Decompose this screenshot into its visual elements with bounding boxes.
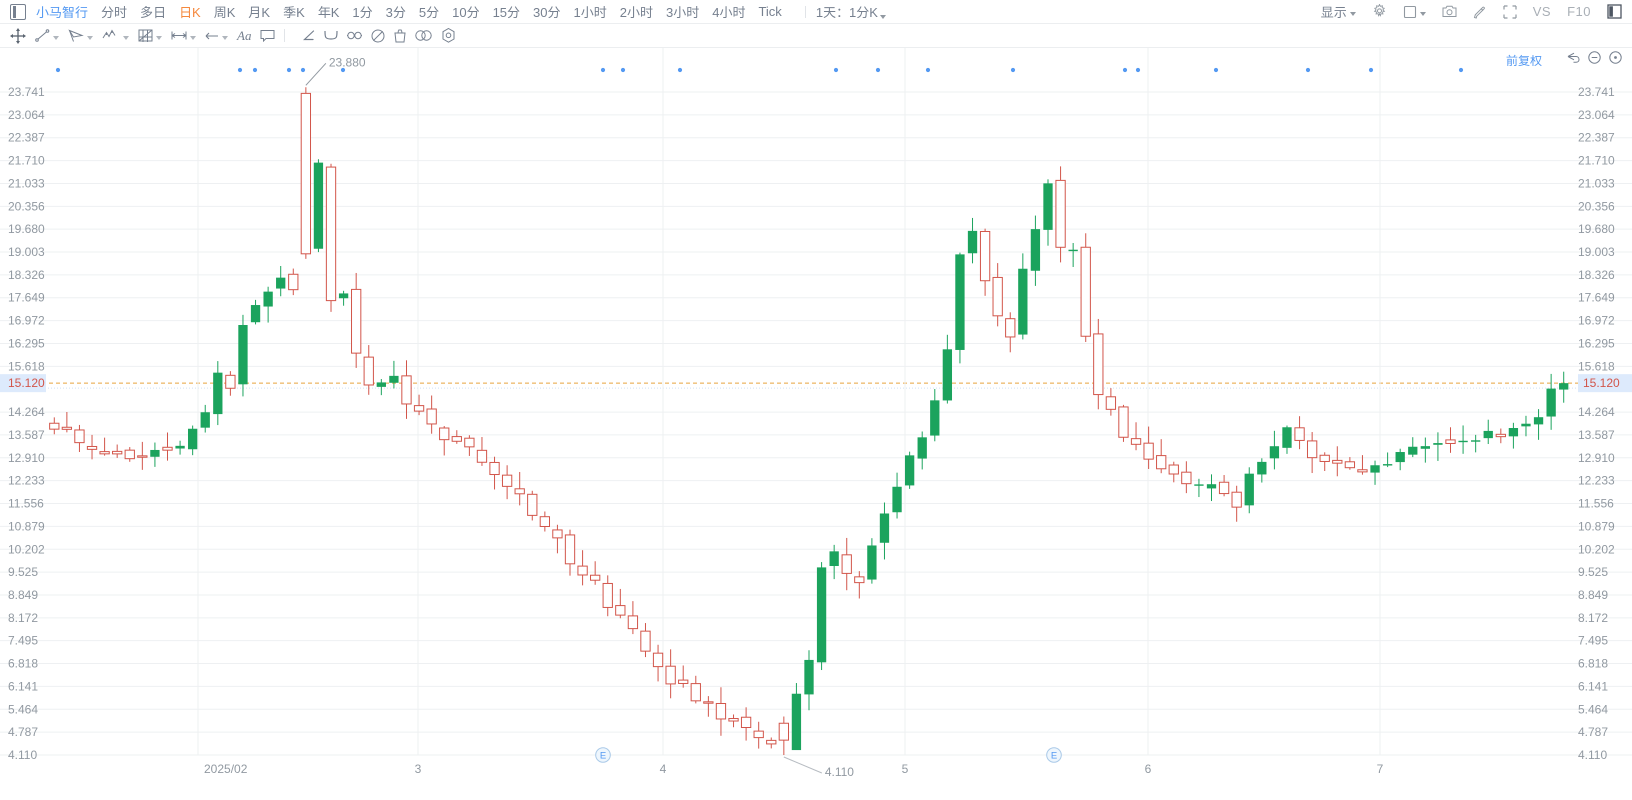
svg-text:6.818: 6.818 <box>1578 657 1608 671</box>
svg-text:8.849: 8.849 <box>1578 588 1608 602</box>
svg-text:19.680: 19.680 <box>8 222 45 236</box>
svg-text:10.879: 10.879 <box>8 519 45 533</box>
svg-text:13.587: 13.587 <box>8 428 45 442</box>
svg-text:17.649: 17.649 <box>8 291 45 305</box>
svg-text:21.033: 21.033 <box>8 176 45 190</box>
svg-text:5: 5 <box>902 762 909 776</box>
svg-text:22.387: 22.387 <box>8 131 45 145</box>
svg-text:6.818: 6.818 <box>8 657 38 671</box>
svg-text:19.003: 19.003 <box>1578 245 1615 259</box>
svg-text:9.525: 9.525 <box>8 565 38 579</box>
svg-text:10.202: 10.202 <box>8 542 45 556</box>
svg-text:14.264: 14.264 <box>8 405 45 419</box>
svg-text:E: E <box>600 751 606 762</box>
svg-text:12.233: 12.233 <box>8 474 45 488</box>
svg-text:4.110: 4.110 <box>8 748 37 762</box>
svg-text:5.464: 5.464 <box>1578 702 1608 716</box>
svg-text:8.172: 8.172 <box>8 611 38 625</box>
svg-text:16.295: 16.295 <box>1578 336 1615 350</box>
svg-text:4.110: 4.110 <box>825 765 854 779</box>
svg-text:6.141: 6.141 <box>1578 679 1608 693</box>
svg-text:5.464: 5.464 <box>8 702 38 716</box>
svg-text:12.233: 12.233 <box>1578 474 1615 488</box>
svg-text:15.618: 15.618 <box>8 359 45 373</box>
svg-text:13.587: 13.587 <box>1578 428 1615 442</box>
svg-text:22.387: 22.387 <box>1578 131 1615 145</box>
svg-text:23.064: 23.064 <box>1578 108 1615 122</box>
svg-text:4.787: 4.787 <box>8 725 38 739</box>
svg-text:15.120: 15.120 <box>8 376 45 390</box>
svg-text:11.556: 11.556 <box>1578 497 1614 511</box>
svg-text:8.849: 8.849 <box>8 588 38 602</box>
svg-text:4.110: 4.110 <box>1578 748 1607 762</box>
svg-text:18.326: 18.326 <box>1578 268 1615 282</box>
svg-text:9.525: 9.525 <box>1578 565 1608 579</box>
svg-text:14.264: 14.264 <box>1578 405 1615 419</box>
svg-text:7.495: 7.495 <box>8 634 38 648</box>
svg-text:12.910: 12.910 <box>8 451 45 465</box>
svg-text:21.710: 21.710 <box>1578 154 1615 168</box>
svg-text:E: E <box>1051 751 1057 762</box>
svg-text:6: 6 <box>1145 762 1152 776</box>
svg-text:10.202: 10.202 <box>1578 542 1615 556</box>
svg-text:16.972: 16.972 <box>8 314 45 328</box>
svg-text:20.356: 20.356 <box>8 199 45 213</box>
svg-text:15.120: 15.120 <box>1583 376 1620 390</box>
svg-text:23.741: 23.741 <box>1578 85 1615 99</box>
svg-text:7.495: 7.495 <box>1578 634 1608 648</box>
svg-text:21.033: 21.033 <box>1578 176 1615 190</box>
svg-text:16.295: 16.295 <box>8 336 45 350</box>
svg-text:11.556: 11.556 <box>8 497 44 511</box>
svg-text:10.879: 10.879 <box>1578 519 1615 533</box>
svg-text:23.880: 23.880 <box>329 55 366 69</box>
svg-text:19.003: 19.003 <box>8 245 45 259</box>
svg-text:18.326: 18.326 <box>8 268 45 282</box>
svg-text:21.710: 21.710 <box>8 154 45 168</box>
svg-text:3: 3 <box>415 762 422 776</box>
svg-text:17.649: 17.649 <box>1578 291 1615 305</box>
svg-text:4.787: 4.787 <box>1578 725 1608 739</box>
svg-text:12.910: 12.910 <box>1578 451 1615 465</box>
svg-text:20.356: 20.356 <box>1578 199 1615 213</box>
svg-text:8.172: 8.172 <box>1578 611 1608 625</box>
svg-text:7: 7 <box>1377 762 1384 776</box>
svg-text:6.141: 6.141 <box>8 679 38 693</box>
svg-text:2025/02: 2025/02 <box>204 762 248 776</box>
svg-text:23.064: 23.064 <box>8 108 45 122</box>
svg-text:15.618: 15.618 <box>1578 359 1615 373</box>
svg-text:4: 4 <box>660 762 667 776</box>
svg-text:16.972: 16.972 <box>1578 314 1615 328</box>
svg-text:19.680: 19.680 <box>1578 222 1615 236</box>
svg-text:23.741: 23.741 <box>8 85 45 99</box>
